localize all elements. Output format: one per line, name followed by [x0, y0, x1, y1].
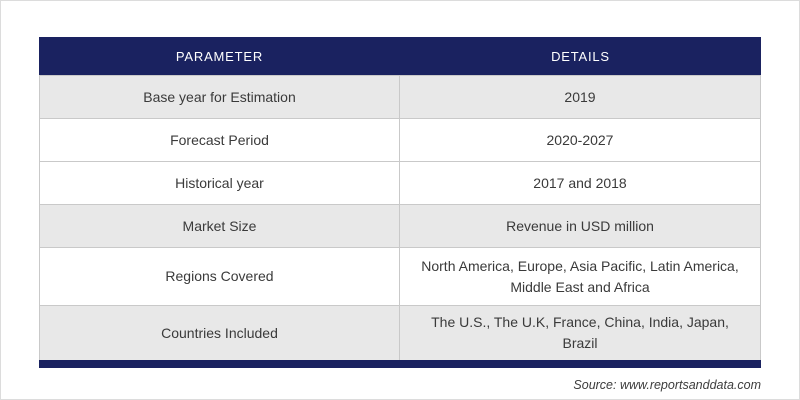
parameter-column-header: PARAMETER [175, 48, 264, 64]
table-bottom-accent-bar [39, 360, 761, 368]
details-cell: 2017 and 2018 [533, 174, 627, 191]
details-cell: North America, Europe, Asia Pacific, Lat… [421, 257, 739, 295]
table-row: Market Size Revenue in USD million [40, 204, 760, 247]
details-cell: 2019 [564, 88, 596, 105]
source-attribution: Source: www.reportsanddata.com [573, 378, 761, 392]
table-row: Historical year 2017 and 2018 [40, 161, 760, 204]
details-column-header: DETAILS [551, 48, 610, 64]
report-scope-table: PARAMETER DETAILS Base year for Estimati… [39, 37, 761, 368]
parameter-cell: Regions Covered [40, 248, 400, 305]
details-cell: 2020-2027 [546, 131, 614, 148]
parameter-cell: Countries Included [40, 306, 400, 360]
details-cell: Revenue in USD million [506, 217, 654, 234]
table-row: Countries Included The U.S., The U.K, Fr… [40, 305, 760, 360]
table-header-row: PARAMETER DETAILS [39, 37, 761, 75]
parameter-cell: Forecast Period [40, 119, 400, 161]
parameter-cell: Historical year [40, 162, 400, 204]
parameter-cell: Market Size [40, 205, 400, 247]
table-row: Regions Covered North America, Europe, A… [40, 247, 760, 305]
parameter-cell: Base year for Estimation [40, 76, 400, 118]
table-row: Base year for Estimation 2019 [40, 75, 760, 118]
details-cell: The U.S., The U.K, France, China, India,… [431, 314, 729, 351]
table-row: Forecast Period 2020-2027 [40, 118, 760, 161]
